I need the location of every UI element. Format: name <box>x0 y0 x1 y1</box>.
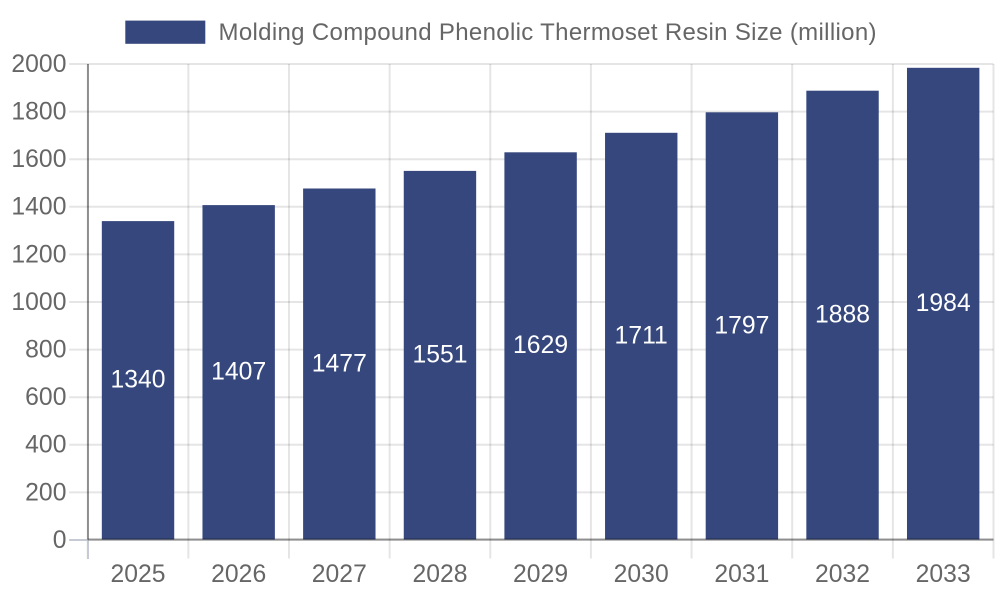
svg-text:200: 200 <box>25 479 66 506</box>
svg-text:400: 400 <box>25 432 66 459</box>
svg-text:1629: 1629 <box>513 332 568 359</box>
svg-text:2000: 2000 <box>11 51 66 78</box>
svg-text:1000: 1000 <box>11 289 66 316</box>
svg-text:1888: 1888 <box>815 301 870 328</box>
svg-text:2030: 2030 <box>614 561 669 588</box>
svg-text:1477: 1477 <box>312 350 367 377</box>
svg-text:1407: 1407 <box>211 359 266 386</box>
svg-text:2033: 2033 <box>916 561 971 588</box>
svg-text:1711: 1711 <box>615 323 668 350</box>
svg-text:1600: 1600 <box>11 146 66 173</box>
svg-text:1200: 1200 <box>11 241 66 268</box>
svg-text:1551: 1551 <box>412 342 467 369</box>
svg-text:2028: 2028 <box>412 561 467 588</box>
svg-text:2026: 2026 <box>211 561 266 588</box>
svg-text:600: 600 <box>25 384 66 411</box>
svg-text:0: 0 <box>53 527 67 554</box>
svg-text:2025: 2025 <box>110 561 165 588</box>
svg-text:2027: 2027 <box>312 561 367 588</box>
svg-text:2032: 2032 <box>815 561 870 588</box>
svg-text:2031: 2031 <box>714 561 769 588</box>
svg-text:1800: 1800 <box>11 99 66 126</box>
svg-text:1797: 1797 <box>714 312 769 339</box>
svg-text:Molding Compound Phenolic Ther: Molding Compound Phenolic Thermoset Resi… <box>219 19 877 46</box>
svg-text:1400: 1400 <box>11 194 66 221</box>
svg-text:1984: 1984 <box>916 290 971 317</box>
svg-text:800: 800 <box>25 337 66 364</box>
svg-text:2029: 2029 <box>513 561 568 588</box>
svg-text:1340: 1340 <box>110 367 165 394</box>
